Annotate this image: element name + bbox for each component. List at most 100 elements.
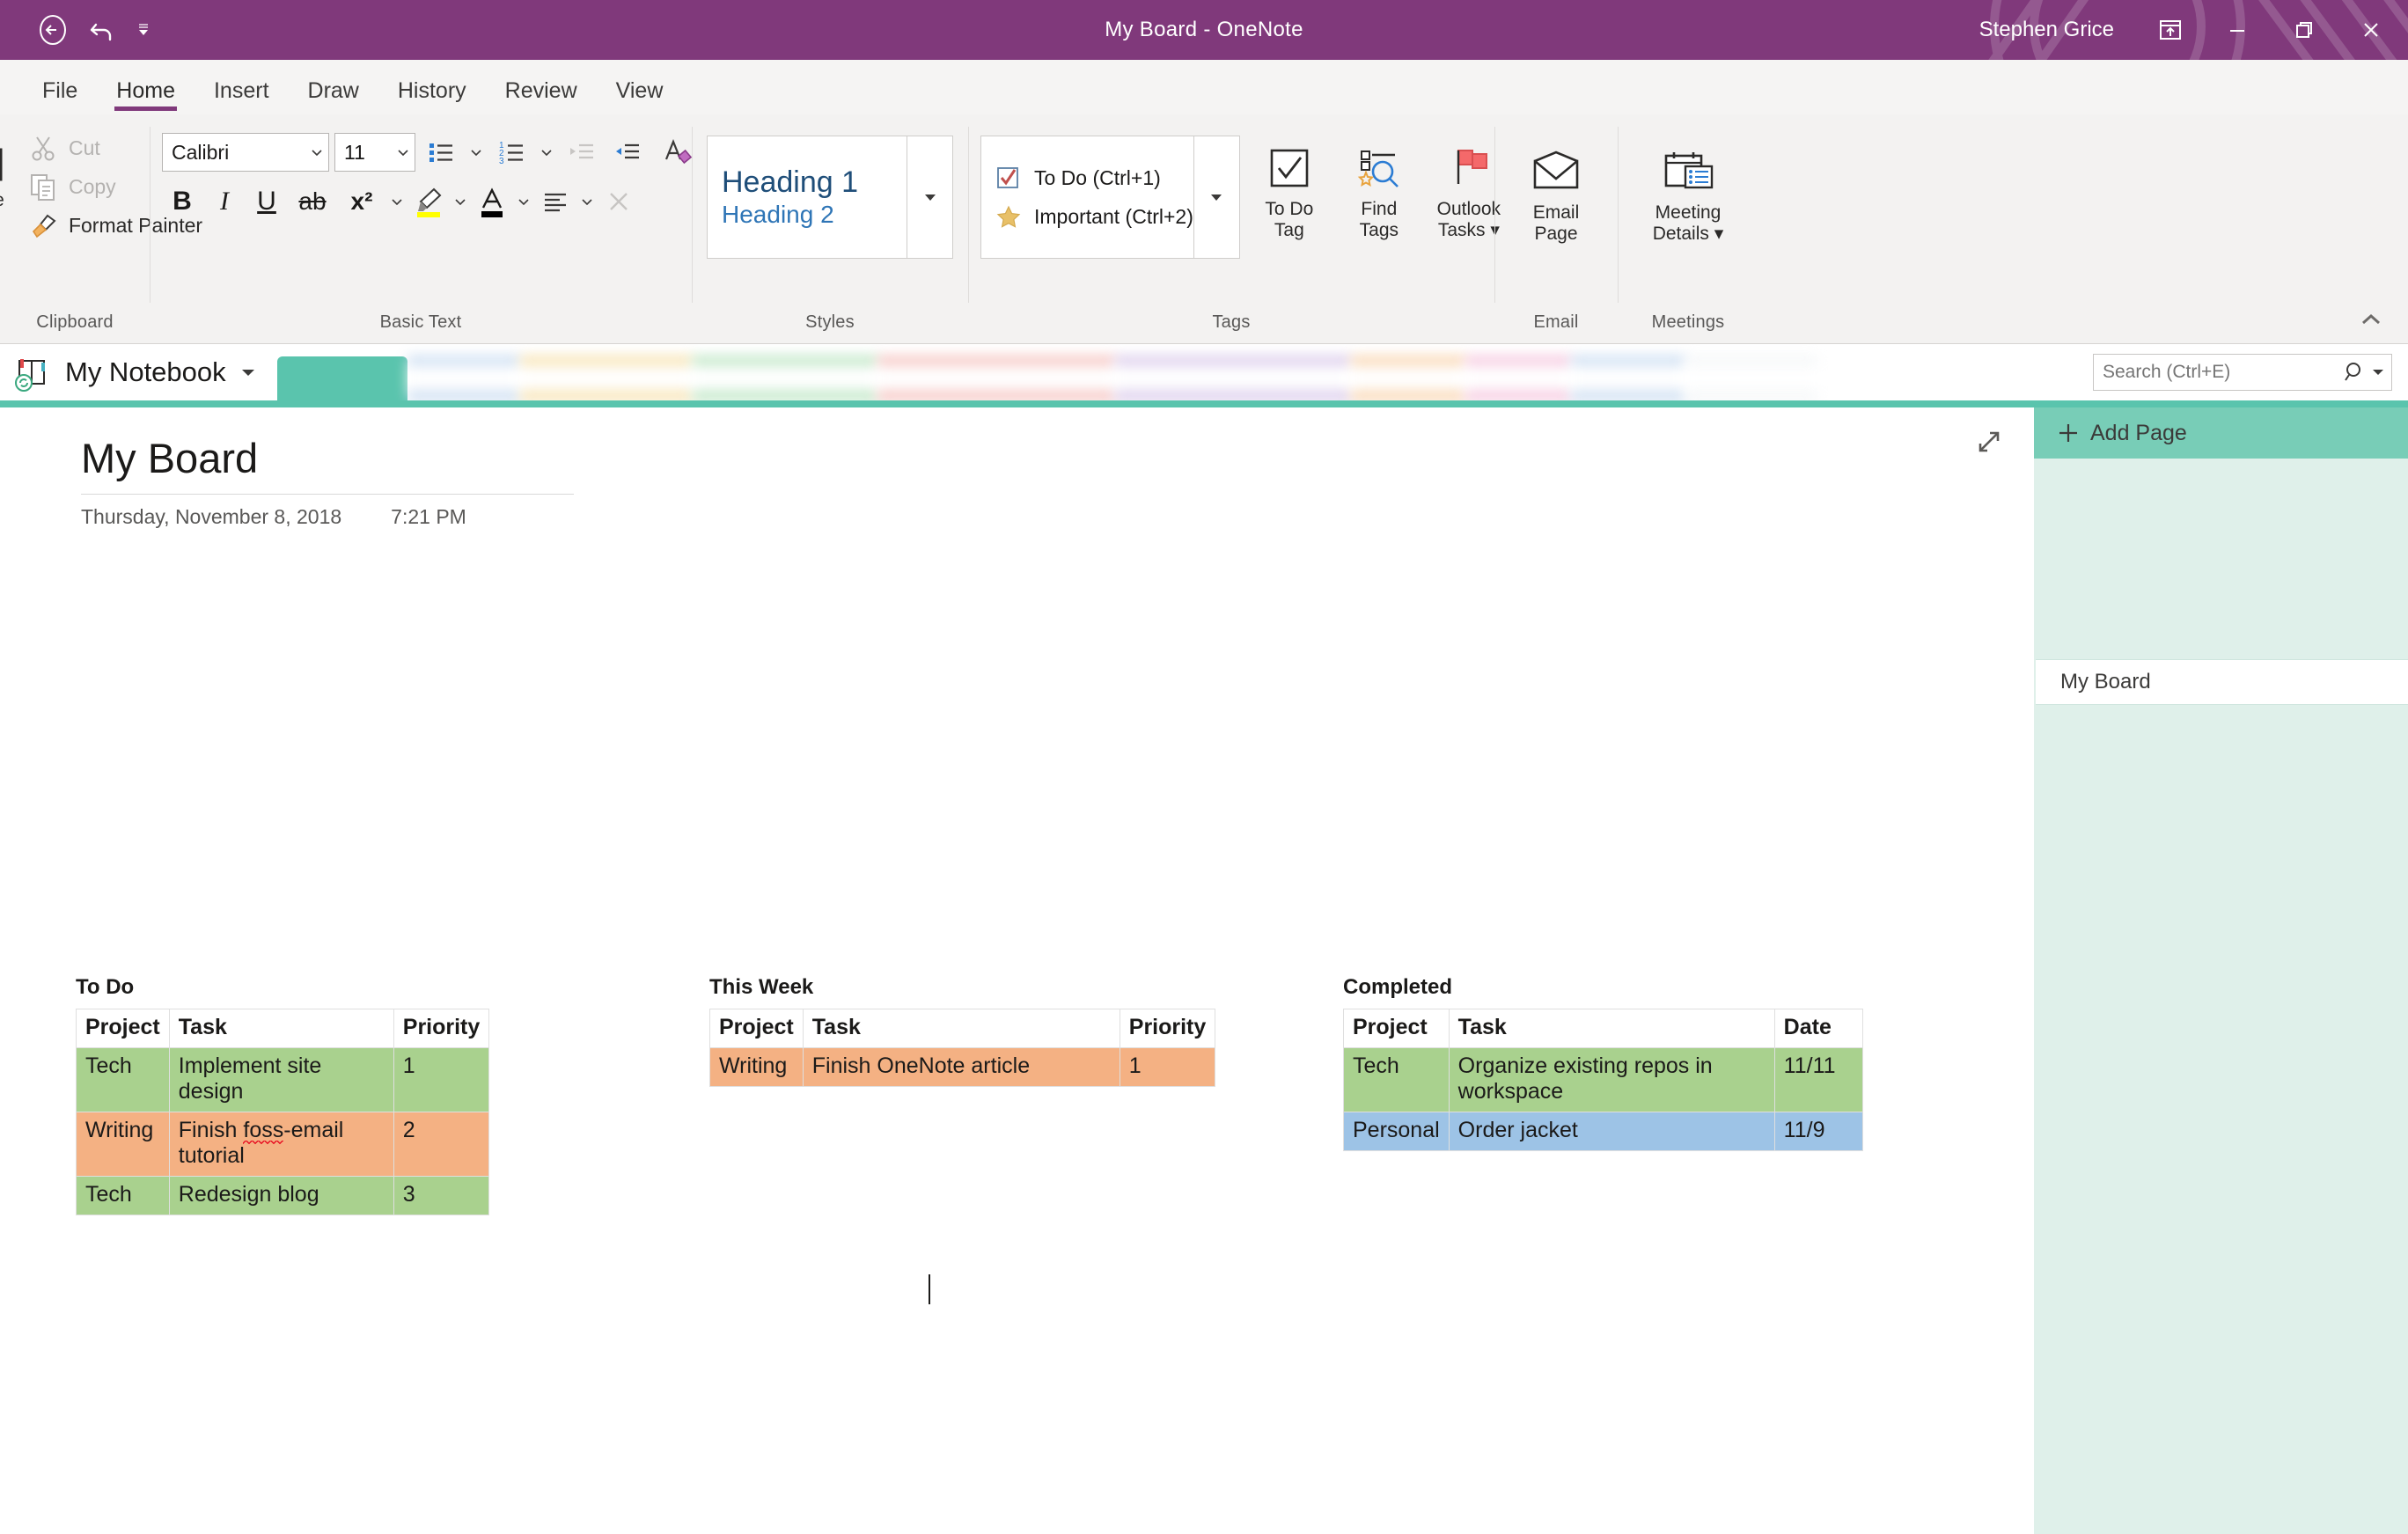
table-row[interactable]: Writing Finish OneNote article 1 <box>709 1047 1216 1087</box>
cell-priority[interactable]: 3 <box>393 1176 490 1215</box>
font-size-dropdown-icon[interactable] <box>392 148 415 157</box>
cell-priority[interactable]: 1 <box>1119 1047 1216 1087</box>
tags-more-button[interactable] <box>1193 136 1239 258</box>
tab-file[interactable]: File <box>42 78 78 103</box>
cell-project[interactable]: Personal <box>1343 1112 1450 1151</box>
find-tags-button[interactable]: Find Tags <box>1339 136 1420 246</box>
text-highlight-button[interactable] <box>408 181 449 222</box>
todo-tag-button[interactable]: To Do Tag <box>1249 136 1330 246</box>
notebook-selector[interactable]: My Notebook <box>0 344 277 400</box>
email-page-button[interactable]: Email Page <box>1516 139 1597 250</box>
copy-button[interactable]: Copy <box>21 167 209 206</box>
decrease-indent-button[interactable] <box>562 132 602 172</box>
cell-date[interactable]: 11/9 <box>1773 1112 1863 1151</box>
meeting-details-dropdown-icon[interactable]: ▾ <box>1714 224 1724 245</box>
numbering-button[interactable]: 1 2 3 <box>491 132 532 172</box>
page-canvas[interactable]: My Board Thursday, November 8, 2018 7:21… <box>0 407 2034 1534</box>
cell-priority[interactable]: 2 <box>393 1112 490 1177</box>
tab-history[interactable]: History <box>397 78 466 103</box>
chevron-down-icon[interactable] <box>2370 367 2386 378</box>
cell-date[interactable]: 11/11 <box>1773 1047 1863 1112</box>
cell-task[interactable]: Finish OneNote article <box>802 1047 1120 1087</box>
tab-view[interactable]: View <box>615 78 664 103</box>
cell-task[interactable]: Redesign blog <box>168 1176 394 1215</box>
cell-project[interactable]: Tech <box>1343 1047 1450 1112</box>
section-tab-8[interactable] <box>1570 356 1685 400</box>
increase-indent-button[interactable] <box>607 132 648 172</box>
style-heading-2[interactable]: Heading 2 <box>722 201 834 228</box>
search-box[interactable] <box>2093 354 2392 391</box>
tags-gallery[interactable]: To Do (Ctrl+1) Important (Ctrl+2) <box>980 136 1240 259</box>
text-highlight-dropdown[interactable] <box>451 181 470 222</box>
font-color-dropdown[interactable] <box>514 181 533 222</box>
section-tab-6[interactable] <box>1350 356 1465 400</box>
format-painter-button[interactable]: Format Painter <box>21 206 209 245</box>
cell-task[interactable]: Order jacket <box>1448 1112 1775 1151</box>
tag-todo[interactable]: To Do (Ctrl+1) <box>995 165 1193 191</box>
styles-more-button[interactable] <box>907 136 952 258</box>
section-tab-3[interactable] <box>692 356 877 400</box>
cut-button[interactable]: Cut <box>21 128 209 167</box>
table-row[interactable]: Tech Organize existing repos in workspace… <box>1343 1047 1863 1112</box>
bold-button[interactable]: B <box>162 181 202 222</box>
search-input[interactable] <box>2103 362 2344 383</box>
cell-task[interactable]: Organize existing repos in workspace <box>1448 1047 1775 1112</box>
font-size-select[interactable]: 11 <box>334 133 415 172</box>
close-button[interactable] <box>2338 0 2404 60</box>
cell-task[interactable]: Implement site design <box>168 1047 394 1112</box>
board-table[interactable]: Project Task Date Tech Organize existing rep… <box>1343 1009 1863 1151</box>
styles-gallery[interactable]: Heading 1 Heading 2 <box>707 136 953 259</box>
clear-formatting-button[interactable] <box>653 132 701 172</box>
alignment-button[interactable] <box>535 181 576 222</box>
quick-access-toolbar-dropdown[interactable] <box>128 7 158 53</box>
bullets-button[interactable] <box>421 132 461 172</box>
section-tab-2[interactable] <box>519 356 693 400</box>
section-tab-9[interactable] <box>1685 356 1817 400</box>
board-table[interactable]: Project Task Priority Writing Finish OneNote… <box>709 1009 1216 1087</box>
style-heading-1[interactable]: Heading 1 <box>722 165 859 199</box>
add-page-button[interactable]: Add Page <box>2034 407 2408 459</box>
clear-all-formatting-button[interactable] <box>598 181 639 222</box>
search-icon[interactable] <box>2344 361 2367 384</box>
table-row[interactable]: Tech Implement site design 1 <box>76 1047 490 1112</box>
cell-project[interactable]: Tech <box>76 1047 170 1112</box>
undo-button[interactable] <box>79 7 125 53</box>
table-row[interactable]: Tech Redesign blog 3 <box>76 1176 490 1215</box>
meeting-details-button[interactable]: Meeting Details ▾ <box>1644 139 1733 250</box>
section-tab-strip[interactable] <box>276 344 2082 400</box>
superscript-button[interactable]: x² <box>338 181 385 222</box>
cell-priority[interactable]: 1 <box>393 1047 490 1112</box>
board-table[interactable]: Project Task Priority Tech Implement site de… <box>76 1009 490 1215</box>
chevron-down-icon[interactable] <box>239 366 258 378</box>
table-row[interactable]: Personal Order jacket 11/9 <box>1343 1112 1863 1151</box>
table-row[interactable]: Writing Finish foss-email tutorial 2 <box>76 1112 490 1177</box>
superscript-dropdown[interactable] <box>387 181 407 222</box>
minimize-button[interactable] <box>2204 0 2271 60</box>
section-tab-1[interactable] <box>407 356 520 400</box>
tab-review[interactable]: Review <box>504 78 577 103</box>
numbering-dropdown[interactable] <box>537 132 556 172</box>
ribbon-display-options-button[interactable] <box>2137 0 2204 60</box>
section-tab-5[interactable] <box>1114 356 1351 400</box>
section-tab-0[interactable] <box>276 356 407 400</box>
collapse-ribbon-button[interactable] <box>2353 305 2389 334</box>
tab-draw[interactable]: Draw <box>307 78 359 103</box>
underline-button[interactable]: U <box>246 181 287 222</box>
font-family-select[interactable]: Calibri <box>162 133 329 172</box>
cell-project[interactable]: Writing <box>76 1112 170 1177</box>
bullets-dropdown[interactable] <box>466 132 486 172</box>
cell-task[interactable]: Finish foss-email tutorial <box>168 1112 394 1177</box>
restore-button[interactable] <box>2271 0 2338 60</box>
paste-button[interactable]: Paste <box>0 127 21 234</box>
strikethrough-button[interactable]: ab <box>289 181 336 222</box>
italic-button[interactable]: I <box>204 181 245 222</box>
tab-home[interactable]: Home <box>97 80 195 114</box>
cell-project[interactable]: Writing <box>709 1047 804 1087</box>
page-list-item-my-board[interactable]: My Board <box>2036 659 2408 705</box>
font-color-button[interactable] <box>472 181 512 222</box>
font-family-dropdown-icon[interactable] <box>305 148 328 157</box>
page-title[interactable]: My Board <box>81 435 259 481</box>
expand-page-button[interactable] <box>1972 429 2002 463</box>
cell-project[interactable]: Tech <box>76 1176 170 1215</box>
tag-important[interactable]: Important (Ctrl+2) <box>995 203 1193 230</box>
